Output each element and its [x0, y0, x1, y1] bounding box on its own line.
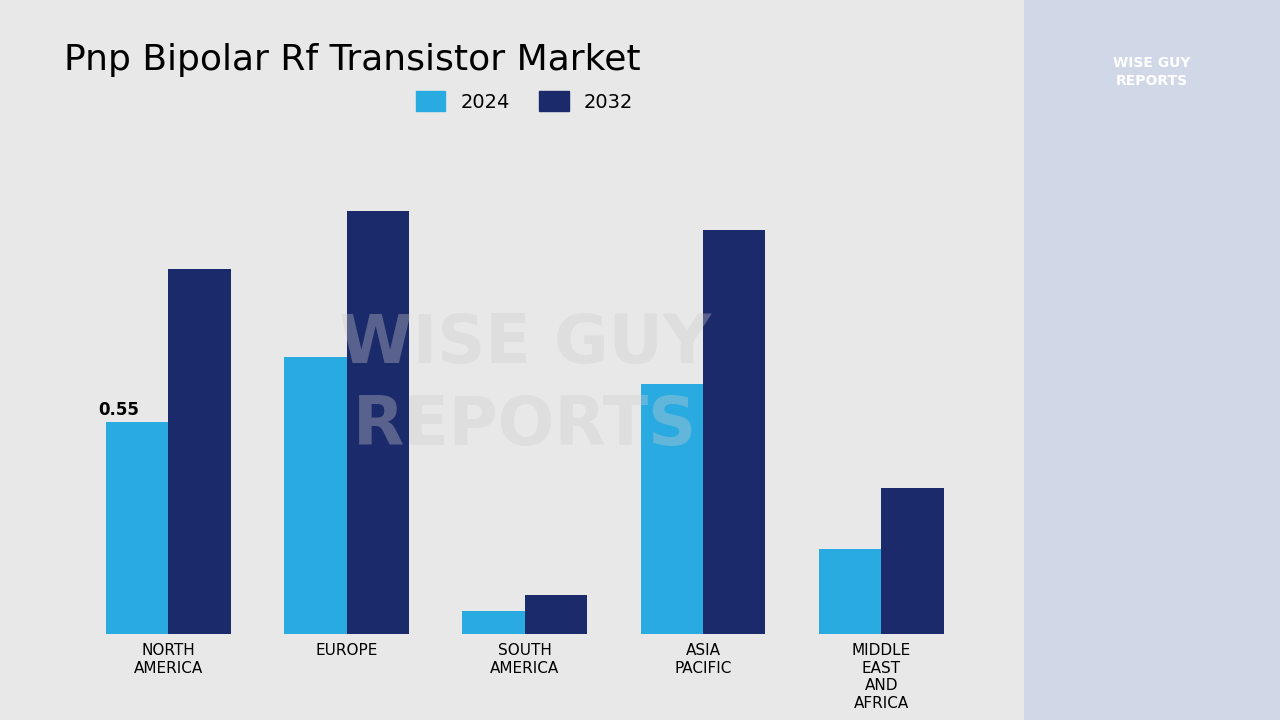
Bar — [106, 423, 168, 634]
Text: WISE GUY
REPORTS: WISE GUY REPORTS — [339, 311, 710, 459]
Text: Pnp Bipolar Rf Transistor Market: Pnp Bipolar Rf Transistor Market — [64, 43, 640, 77]
Bar — [703, 230, 765, 634]
Bar — [347, 211, 408, 634]
Bar — [525, 595, 588, 634]
Bar — [284, 357, 347, 634]
Legend: 2024, 2032: 2024, 2032 — [408, 84, 641, 120]
Circle shape — [870, 0, 1280, 720]
Bar — [168, 269, 230, 634]
Bar — [641, 384, 703, 634]
Text: WISE GUY
REPORTS: WISE GUY REPORTS — [1114, 55, 1190, 89]
Text: 0.55: 0.55 — [97, 400, 138, 418]
Bar — [882, 487, 943, 634]
Bar — [819, 549, 882, 634]
Bar — [462, 611, 525, 634]
